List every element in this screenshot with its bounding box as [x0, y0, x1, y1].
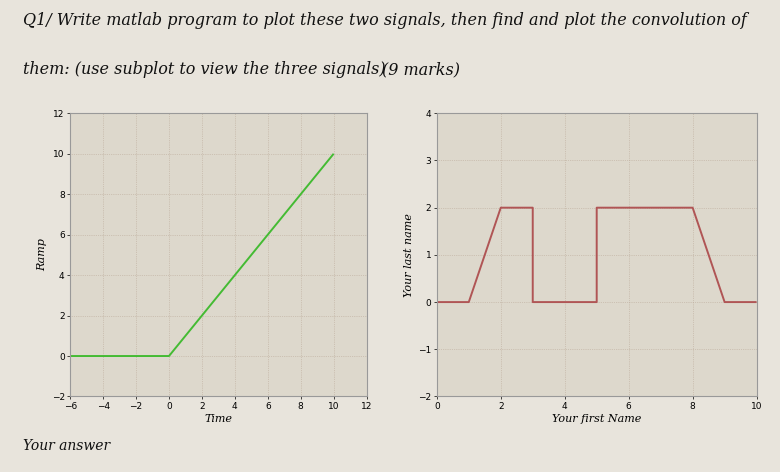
Text: Q1/ Write matlab program to plot these two signals, then find and plot the convo: Q1/ Write matlab program to plot these t… [23, 12, 747, 29]
Text: Your answer: Your answer [23, 439, 111, 453]
X-axis label: Your first Name: Your first Name [552, 414, 641, 424]
Text: them: (use subplot to view the three signals): them: (use subplot to view the three sig… [23, 61, 386, 78]
Y-axis label: Ramp: Ramp [37, 238, 48, 271]
Text: (9 marks): (9 marks) [382, 61, 460, 78]
Y-axis label: Your last name: Your last name [404, 213, 414, 297]
X-axis label: Time: Time [204, 414, 232, 424]
